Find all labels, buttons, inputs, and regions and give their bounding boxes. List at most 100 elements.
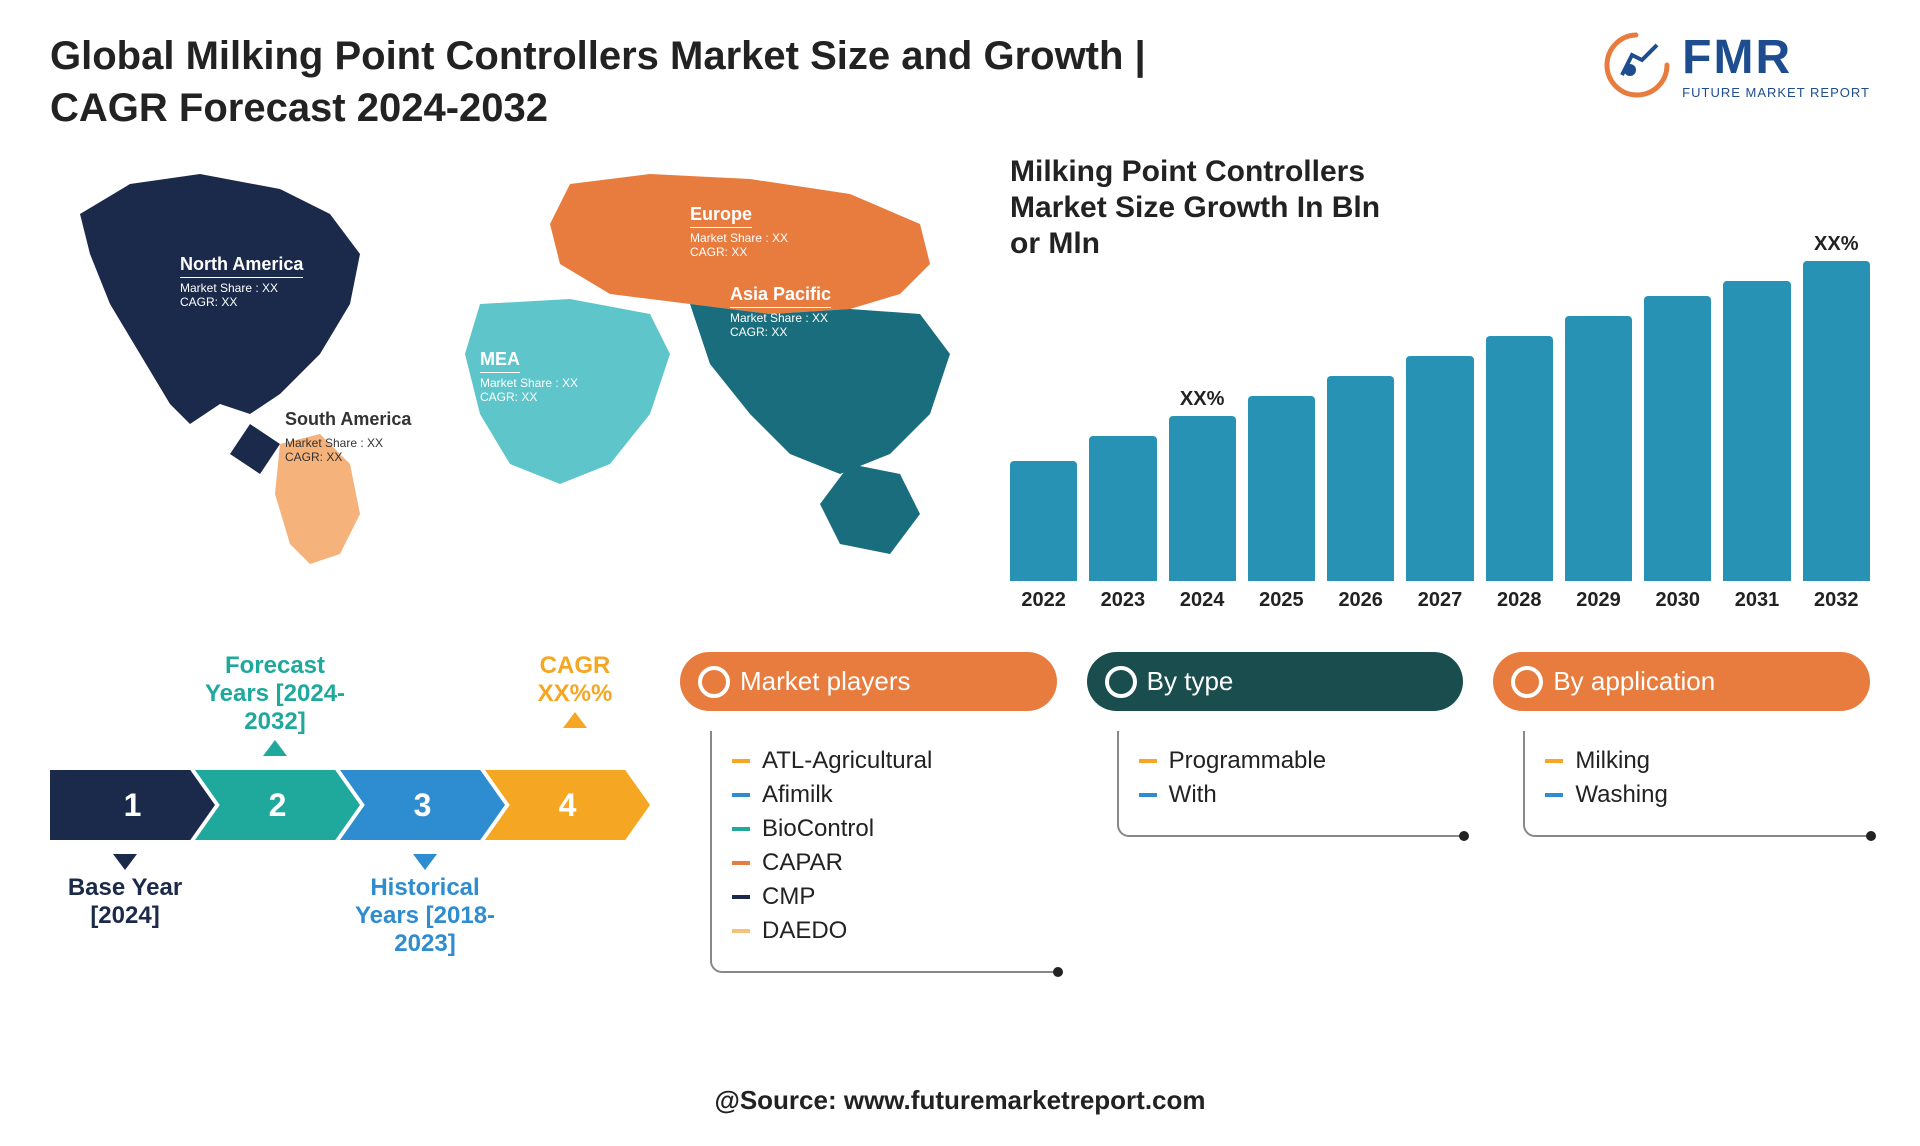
fmr-logo-icon	[1602, 30, 1672, 100]
category-header: Market players	[680, 652, 1057, 711]
bar-wrap: 2028	[1486, 308, 1553, 612]
timeline-block: 3	[340, 770, 505, 840]
region-cagr: CAGR: XX	[730, 325, 831, 339]
chart-title: Milking Point Controllers Market Size Gr…	[1010, 154, 1410, 262]
chart-bar	[1089, 436, 1156, 581]
region-share: Market Share : XX	[480, 376, 578, 390]
region-label: MEA Market Share : XX CAGR: XX	[480, 349, 578, 404]
category-item: DAEDO	[732, 917, 1057, 945]
bullet-icon	[732, 759, 750, 763]
asia-shape	[690, 304, 950, 554]
chart-bar	[1169, 416, 1236, 581]
bar-year-label: 2032	[1814, 589, 1859, 612]
chart-bar	[1010, 461, 1077, 581]
category-item-text: Afimilk	[762, 781, 833, 809]
region-label: Europe Market Share : XX CAGR: XX	[690, 204, 788, 259]
category-item-text: Milking	[1575, 747, 1650, 775]
brand-logo: FMR FUTURE MARKET REPORT	[1602, 30, 1870, 100]
bar-year-label: 2030	[1656, 589, 1701, 612]
bullet-icon	[1139, 793, 1157, 797]
region-share: Market Share : XX	[285, 436, 411, 450]
region-share: Market Share : XX	[180, 281, 303, 295]
bullet-icon	[1545, 793, 1563, 797]
region-label: South America Market Share : XX CAGR: XX	[285, 409, 411, 464]
region-name: North America	[180, 254, 303, 278]
bar-year-label: 2029	[1576, 589, 1621, 612]
category-item: Afimilk	[732, 781, 1057, 809]
category-item: CAPAR	[732, 849, 1057, 877]
region-share: Market Share : XX	[690, 231, 788, 245]
growth-bar-chart: Milking Point Controllers Market Size Gr…	[1010, 154, 1870, 612]
timeline-infographic: Forecast Years [2024-2032] CAGR XX%% 123…	[50, 652, 650, 973]
timeline-label: Forecast Years [2024-2032]	[200, 652, 350, 736]
timeline-block: 1	[50, 770, 215, 840]
category-list: Programmable With	[1117, 731, 1464, 837]
region-name: Europe	[690, 204, 752, 228]
category-item: Programmable	[1139, 747, 1464, 775]
bar-year-label: 2028	[1497, 589, 1542, 612]
source-attribution: @Source: www.futuremarketreport.com	[714, 1085, 1205, 1116]
bar-wrap: 2023	[1089, 408, 1156, 612]
category-item: CMP	[732, 883, 1057, 911]
region-name: MEA	[480, 349, 520, 373]
bar-wrap: 2026	[1327, 348, 1394, 612]
category-item-text: ATL-Agricultural	[762, 747, 932, 775]
category-item: Washing	[1545, 781, 1870, 809]
bar-annotation: XX%	[1180, 388, 1224, 412]
category-item: With	[1139, 781, 1464, 809]
chart-bar	[1803, 261, 1870, 581]
category-item-text: DAEDO	[762, 917, 847, 945]
region-name: Asia Pacific	[730, 284, 831, 308]
region-cagr: CAGR: XX	[285, 450, 411, 464]
logo-sub-text: FUTURE MARKET REPORT	[1682, 85, 1870, 100]
bar-annotation: XX%	[1814, 233, 1858, 257]
category-item-text: Washing	[1575, 781, 1667, 809]
chart-bar	[1327, 376, 1394, 581]
chart-bar	[1565, 316, 1632, 581]
bar-wrap: 2030	[1644, 268, 1711, 612]
category-box: By application Milking Washing	[1493, 652, 1870, 973]
chart-bar	[1486, 336, 1553, 581]
region-name: South America	[285, 409, 411, 433]
bar-wrap: 2029	[1565, 288, 1632, 612]
category-box: By type Programmable With	[1087, 652, 1464, 973]
bar-year-label: 2027	[1418, 589, 1463, 612]
region-label: North America Market Share : XX CAGR: XX	[180, 254, 303, 309]
world-region-map: North America Market Share : XX CAGR: XX…	[50, 154, 970, 574]
chart-bar	[1406, 356, 1473, 581]
bullet-icon	[732, 929, 750, 933]
bar-year-label: 2024	[1180, 589, 1225, 612]
bar-year-label: 2026	[1338, 589, 1383, 612]
chart-bar	[1723, 281, 1790, 581]
bar-year-label: 2022	[1021, 589, 1066, 612]
category-item: ATL-Agricultural	[732, 747, 1057, 775]
region-cagr: CAGR: XX	[690, 245, 788, 259]
bullet-icon	[732, 895, 750, 899]
region-cagr: CAGR: XX	[480, 390, 578, 404]
category-item-text: BioControl	[762, 815, 874, 843]
bar-wrap: 2027	[1406, 328, 1473, 612]
bullet-icon	[732, 793, 750, 797]
timeline-block: 4	[485, 770, 650, 840]
category-item-text: CMP	[762, 883, 815, 911]
category-item-text: Programmable	[1169, 747, 1326, 775]
logo-main-text: FMR	[1682, 30, 1870, 85]
bar-wrap: 2022	[1010, 433, 1077, 612]
category-box: Market players ATL-Agricultural Afimilk …	[680, 652, 1057, 973]
page-title: Global Milking Point Controllers Market …	[50, 30, 1250, 134]
category-list: Milking Washing	[1523, 731, 1870, 837]
bar-wrap: 2025	[1248, 368, 1315, 612]
chart-bar	[1248, 396, 1315, 581]
category-item: Milking	[1545, 747, 1870, 775]
bar-year-label: 2031	[1735, 589, 1780, 612]
bar-wrap: XX% 2024	[1169, 388, 1236, 612]
category-header: By application	[1493, 652, 1870, 711]
bar-year-label: 2025	[1259, 589, 1304, 612]
bullet-icon	[732, 827, 750, 831]
timeline-label: Historical Years [2018-2023]	[350, 874, 500, 958]
bar-wrap: 2031	[1723, 253, 1790, 612]
category-header: By type	[1087, 652, 1464, 711]
bullet-icon	[732, 861, 750, 865]
chart-bar	[1644, 296, 1711, 581]
bullet-icon	[1545, 759, 1563, 763]
